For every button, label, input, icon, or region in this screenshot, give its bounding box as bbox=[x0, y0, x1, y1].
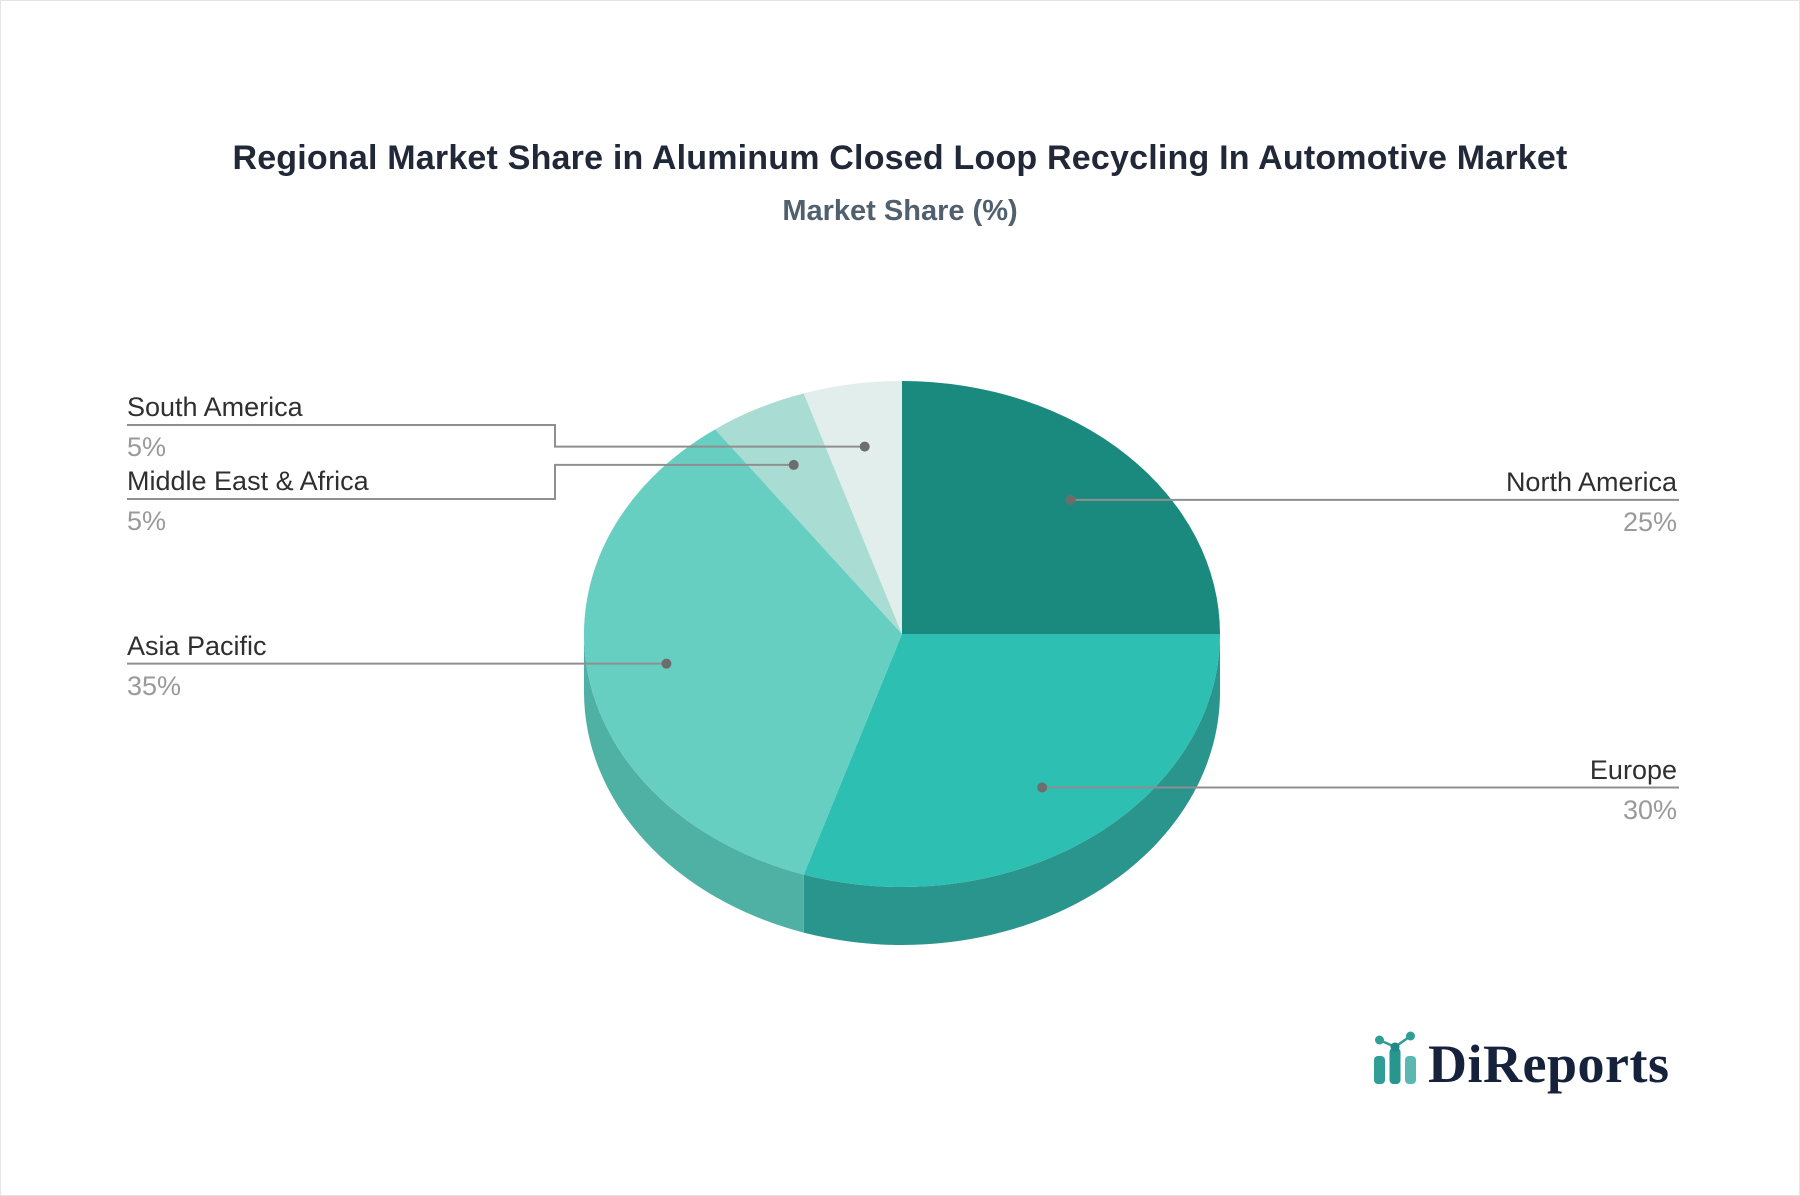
pie-side-europe bbox=[803, 634, 1220, 945]
value-south-america: 5% bbox=[127, 432, 167, 462]
label-europe: Europe bbox=[1589, 755, 1677, 785]
label-asia-pacific: Asia Pacific bbox=[127, 631, 267, 661]
leader-dot-europe bbox=[1037, 782, 1048, 793]
pie-slice-south-america[interactable] bbox=[803, 381, 902, 634]
value-europe: 30% bbox=[1622, 795, 1677, 825]
pie-slice-north-america[interactable] bbox=[902, 381, 1220, 634]
pie-slice-middle-east-africa[interactable] bbox=[715, 393, 902, 634]
logo-text: DiReports bbox=[1428, 1034, 1670, 1094]
leader-dot-asia-pacific bbox=[661, 658, 672, 669]
value-middle-east-africa: 5% bbox=[127, 506, 167, 536]
pie-slice-asia-pacific[interactable] bbox=[583, 429, 902, 875]
bar-chart-logo-icon bbox=[1374, 1031, 1416, 1084]
leader-dot-south-america bbox=[859, 441, 870, 452]
label-south-america: South America bbox=[127, 392, 303, 422]
pie-slice-europe[interactable] bbox=[803, 634, 1220, 887]
label-middle-east-africa: Middle East & Africa bbox=[127, 466, 369, 496]
leader-dot-middle-east-africa bbox=[788, 459, 799, 470]
chart-subtitle: Market Share (%) bbox=[782, 195, 1018, 227]
label-north-america: North America bbox=[1505, 467, 1677, 497]
value-north-america: 25% bbox=[1622, 507, 1677, 537]
direports-logo: DiReports bbox=[1373, 1029, 1669, 1091]
value-asia-pacific: 35% bbox=[127, 671, 182, 701]
pie-side-asia-pacific bbox=[584, 634, 804, 933]
chart-title: Regional Market Share in Aluminum Closed… bbox=[232, 139, 1568, 177]
leader-dot-north-america bbox=[1065, 494, 1076, 505]
leader-line-south-america bbox=[127, 424, 865, 448]
leader-line-middle-east-africa bbox=[127, 463, 794, 500]
